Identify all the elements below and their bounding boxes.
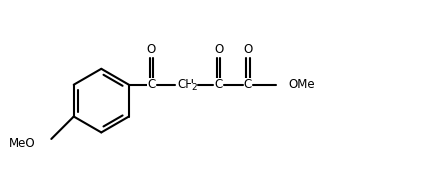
Text: 2: 2 bbox=[191, 84, 197, 92]
Text: O: O bbox=[146, 43, 156, 56]
Text: C: C bbox=[243, 78, 252, 91]
Text: CH: CH bbox=[177, 78, 194, 91]
Text: MeO: MeO bbox=[8, 136, 35, 149]
Text: O: O bbox=[213, 43, 223, 56]
Text: C: C bbox=[214, 78, 222, 91]
Text: C: C bbox=[147, 78, 155, 91]
Text: OMe: OMe bbox=[288, 78, 315, 91]
Text: O: O bbox=[243, 43, 252, 56]
